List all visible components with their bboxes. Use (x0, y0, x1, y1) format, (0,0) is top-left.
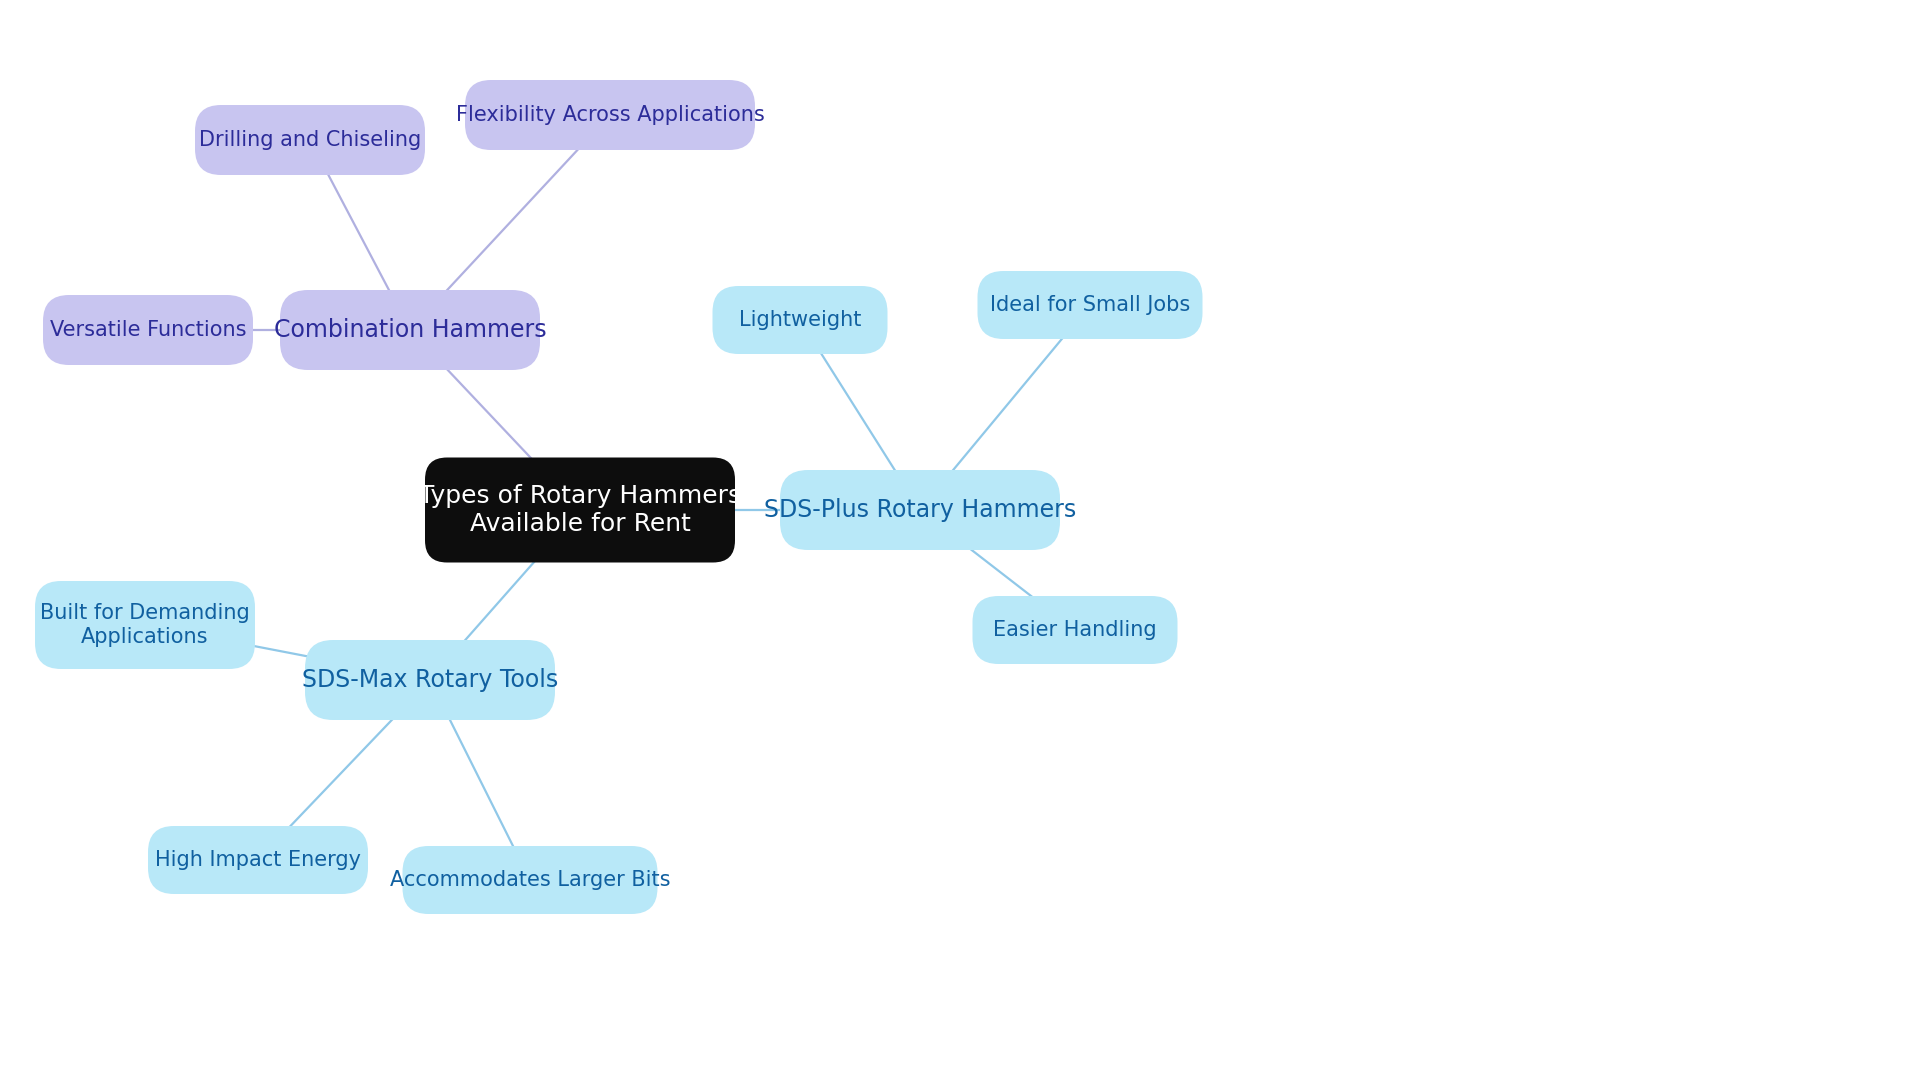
Text: Types of Rotary Hammers
Available for Rent: Types of Rotary Hammers Available for Re… (419, 484, 741, 536)
Text: High Impact Energy: High Impact Energy (156, 850, 361, 870)
FancyBboxPatch shape (305, 640, 555, 720)
FancyBboxPatch shape (148, 826, 369, 893)
Text: Combination Hammers: Combination Hammers (275, 318, 547, 342)
FancyBboxPatch shape (42, 295, 253, 365)
Text: Easier Handling: Easier Handling (993, 619, 1158, 640)
FancyBboxPatch shape (196, 105, 424, 175)
FancyBboxPatch shape (973, 596, 1177, 664)
FancyBboxPatch shape (403, 846, 657, 914)
FancyBboxPatch shape (977, 271, 1202, 339)
Text: Built for Demanding
Applications: Built for Demanding Applications (40, 603, 250, 647)
FancyBboxPatch shape (280, 290, 540, 370)
Text: Versatile Functions: Versatile Functions (50, 319, 246, 340)
Text: Accommodates Larger Bits: Accommodates Larger Bits (390, 870, 670, 890)
Text: SDS-Max Rotary Tools: SDS-Max Rotary Tools (301, 668, 559, 692)
Text: Lightweight: Lightweight (739, 310, 862, 330)
Text: SDS-Plus Rotary Hammers: SDS-Plus Rotary Hammers (764, 498, 1075, 522)
FancyBboxPatch shape (424, 457, 735, 562)
FancyBboxPatch shape (465, 80, 755, 151)
Text: Drilling and Chiseling: Drilling and Chiseling (200, 130, 420, 151)
FancyBboxPatch shape (35, 580, 255, 669)
FancyBboxPatch shape (780, 470, 1060, 550)
Text: Flexibility Across Applications: Flexibility Across Applications (455, 105, 764, 125)
Text: Ideal for Small Jobs: Ideal for Small Jobs (991, 295, 1190, 315)
FancyBboxPatch shape (712, 286, 887, 354)
